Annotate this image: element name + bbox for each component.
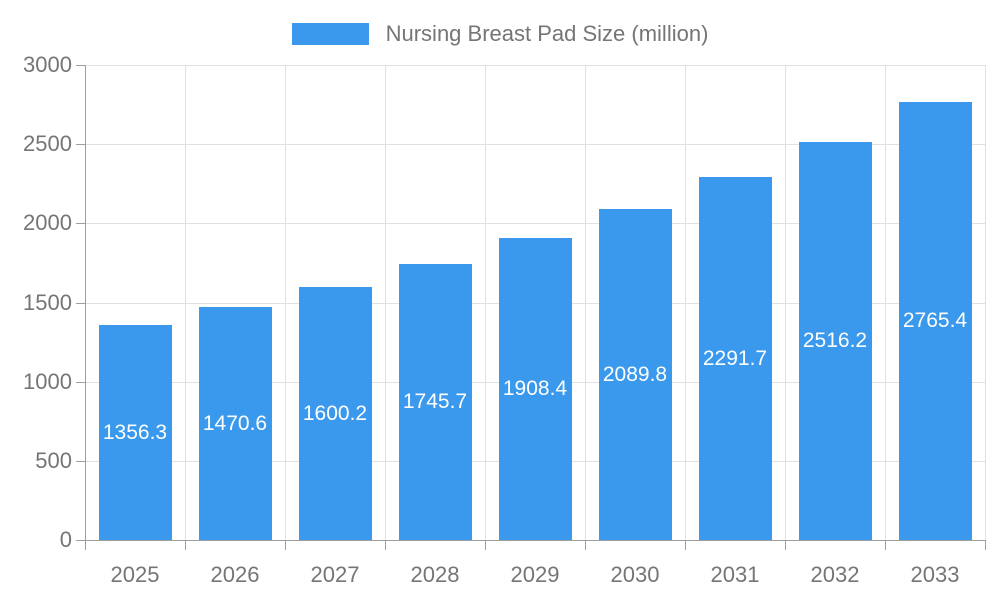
y-gridline: [85, 223, 985, 225]
y-gridline: [85, 144, 985, 146]
bar-2028: 1745.7: [398, 264, 472, 540]
x-gridline: [185, 65, 186, 540]
x-axis-label: 2027: [310, 562, 360, 587]
bar-value-label: 1470.6: [202, 411, 268, 435]
bar-2026: 1470.6: [198, 307, 272, 540]
x-axis-label: 2029: [510, 562, 560, 587]
x-axis-line: [85, 540, 985, 541]
y-axis-tick: [76, 460, 85, 462]
x-axis-tick: [185, 540, 186, 550]
bar-2033: 2765.4: [898, 102, 972, 540]
y-axis-label: 2500: [23, 131, 72, 157]
bar-2029: 1908.4: [498, 238, 572, 540]
bar-value-label: 2089.8: [602, 362, 668, 386]
x-gridline: [585, 65, 586, 540]
x-axis-label: 2028: [410, 562, 460, 587]
y-axis-tick: [76, 144, 85, 146]
y-axis-tick: [76, 540, 85, 541]
y-axis-tick: [76, 223, 85, 225]
legend-swatch: [291, 23, 369, 45]
x-gridline: [685, 65, 686, 540]
legend-title: Nursing Breast Pad Size (million): [385, 21, 709, 46]
x-axis-label: 2033: [910, 562, 960, 587]
x-axis-tick: [685, 540, 686, 550]
bar-value-label: 2765.4: [902, 309, 968, 332]
x-axis-label: 2030: [610, 562, 660, 587]
bar-value-label: 1908.4: [502, 377, 568, 400]
x-gridline: [785, 65, 786, 540]
bar-2030: 2089.8: [598, 209, 672, 540]
x-axis-tick: [785, 540, 786, 550]
x-gridline: [385, 65, 386, 540]
y-axis-label: 0: [59, 527, 72, 552]
x-gridline: [285, 65, 286, 540]
bar-value-label: 1356.3: [102, 420, 168, 444]
bar-2025: 1356.3: [98, 325, 172, 540]
x-gridline: [985, 65, 986, 540]
y-axis-tick: [76, 381, 85, 383]
bar-2027: 1600.2: [298, 287, 372, 540]
x-axis-tick: [485, 540, 486, 550]
bar-2032: 2516.2: [798, 142, 872, 540]
x-axis-label: 2031: [710, 562, 760, 587]
y-axis-line: [85, 65, 86, 550]
x-axis-label: 2032: [810, 562, 860, 587]
x-axis-tick: [985, 540, 986, 550]
y-axis-tick: [76, 65, 85, 66]
chart-legend[interactable]: Nursing Breast Pad Size (million): [0, 23, 1000, 45]
y-axis-label: 1000: [23, 368, 72, 394]
x-gridline: [485, 65, 486, 540]
y-axis-label: 2000: [23, 210, 72, 236]
bar-value-label: 1600.2: [302, 401, 368, 425]
x-axis-tick: [385, 540, 386, 550]
bar-2031: 2291.7: [698, 177, 772, 540]
bar-value-label: 2516.2: [802, 329, 868, 352]
x-axis-tick: [885, 540, 886, 550]
y-axis-label: 1500: [23, 289, 72, 315]
bar-value-label: 1745.7: [402, 390, 468, 413]
x-gridline: [885, 65, 886, 540]
x-axis-tick: [585, 540, 586, 550]
x-axis-tick: [285, 540, 286, 550]
x-axis-label: 2026: [210, 562, 260, 587]
bar-value-label: 2291.7: [702, 346, 768, 370]
y-axis-label: 3000: [23, 52, 72, 77]
y-axis-tick: [76, 302, 85, 304]
x-axis-label: 2025: [110, 562, 160, 587]
y-gridline: [85, 65, 985, 66]
y-axis-label: 500: [35, 447, 72, 473]
